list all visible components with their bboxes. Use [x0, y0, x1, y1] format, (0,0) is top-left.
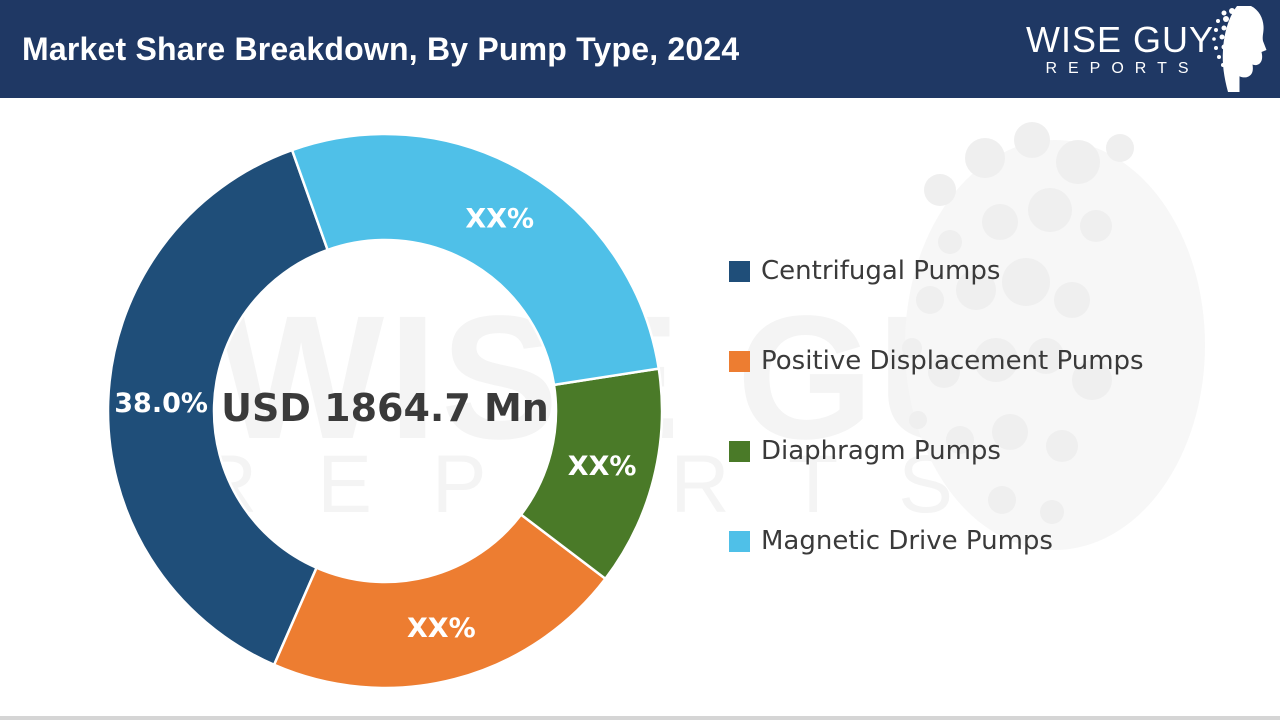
- page-title: Market Share Breakdown, By Pump Type, 20…: [22, 30, 740, 67]
- dotted-head-profile-icon: [1212, 6, 1267, 92]
- legend-item-magnetic-drive-pumps: Magnetic Drive Pumps: [729, 526, 1144, 556]
- slice-value-label-magnetic-drive-pumps: XX%: [465, 204, 534, 235]
- legend-item-diaphragm-pumps: Diaphragm Pumps: [729, 436, 1144, 466]
- slice-value-label-positive-displacement-pumps: XX%: [407, 613, 476, 644]
- legend-item-centrifugal-pumps: Centrifugal Pumps: [729, 256, 1144, 286]
- slice-value-label-centrifugal-pumps: 38.0%: [114, 388, 208, 419]
- legend-label: Diaphragm Pumps: [761, 436, 1001, 466]
- logo-sub-name: REPORTS: [1045, 59, 1200, 77]
- donut-slice-centrifugal-pumps: [106, 148, 329, 667]
- wiseguy-logo: WISE GUY REPORTS: [1026, 4, 1268, 94]
- legend-swatch: [729, 530, 750, 552]
- donut-slice-positive-displacement-pumps: [272, 513, 607, 690]
- donut-center-label: USD 1864.7 Mn: [221, 386, 549, 430]
- slice-value-label-diaphragm-pumps: XX%: [568, 451, 637, 482]
- legend-label: Centrifugal Pumps: [761, 256, 1001, 286]
- header: Market Share Breakdown, By Pump Type, 20…: [0, 0, 1280, 98]
- legend-label: Magnetic Drive Pumps: [761, 526, 1053, 556]
- legend-swatch: [729, 260, 750, 282]
- logo-brand-name: WISE GUY: [1025, 18, 1214, 60]
- legend-label: Positive Displacement Pumps: [761, 346, 1144, 376]
- donut-slice-magnetic-drive-pumps: [290, 132, 660, 387]
- logo-text: WISE GUY REPORTS: [1025, 18, 1214, 77]
- legend-swatch: [729, 440, 750, 462]
- legend-swatch: [729, 350, 750, 372]
- bottom-accent-bar: [0, 716, 1280, 720]
- chart-legend: Centrifugal Pumps Positive Displacement …: [729, 256, 1144, 556]
- legend-item-positive-displacement-pumps: Positive Displacement Pumps: [729, 346, 1144, 376]
